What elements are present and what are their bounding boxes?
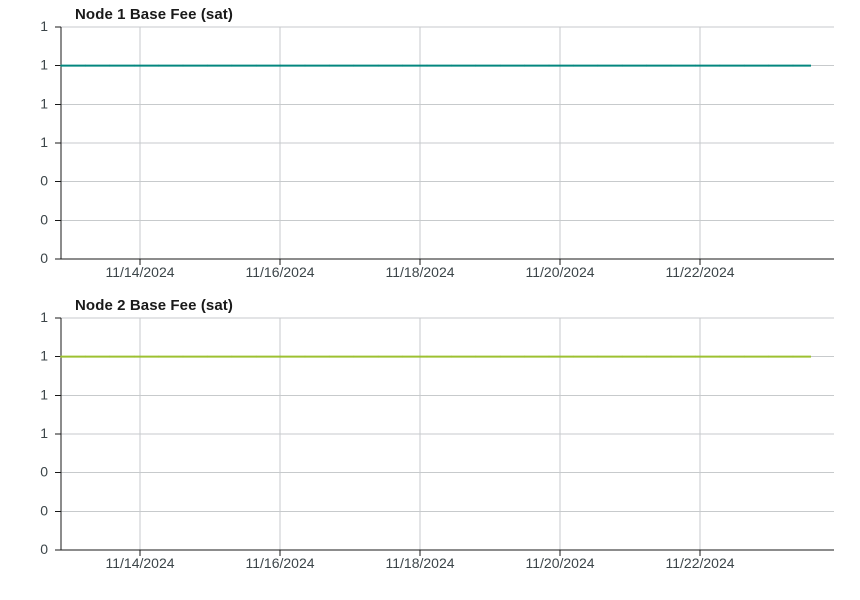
svg-text:1: 1 xyxy=(40,57,48,73)
svg-text:11/18/2024: 11/18/2024 xyxy=(385,264,454,280)
svg-text:1: 1 xyxy=(40,18,48,34)
svg-text:11/14/2024: 11/14/2024 xyxy=(105,555,174,571)
svg-text:0: 0 xyxy=(40,464,48,480)
svg-text:1: 1 xyxy=(40,425,48,441)
svg-text:11/16/2024: 11/16/2024 xyxy=(245,264,314,280)
svg-text:0: 0 xyxy=(40,173,48,189)
svg-text:1: 1 xyxy=(40,95,48,111)
svg-text:1: 1 xyxy=(40,309,48,325)
svg-text:1: 1 xyxy=(40,134,48,150)
svg-text:0: 0 xyxy=(40,502,48,518)
svg-text:11/22/2024: 11/22/2024 xyxy=(665,264,734,280)
svg-text:11/20/2024: 11/20/2024 xyxy=(525,555,594,571)
svg-text:1: 1 xyxy=(40,348,48,364)
svg-text:11/18/2024: 11/18/2024 xyxy=(385,555,454,571)
svg-text:11/14/2024: 11/14/2024 xyxy=(105,264,174,280)
svg-text:11/22/2024: 11/22/2024 xyxy=(665,555,734,571)
svg-text:1: 1 xyxy=(40,386,48,402)
svg-text:0: 0 xyxy=(40,211,48,227)
svg-text:11/20/2024: 11/20/2024 xyxy=(525,264,594,280)
svg-text:11/16/2024: 11/16/2024 xyxy=(245,555,314,571)
svg-text:0: 0 xyxy=(40,250,48,266)
svg-text:0: 0 xyxy=(40,541,48,557)
